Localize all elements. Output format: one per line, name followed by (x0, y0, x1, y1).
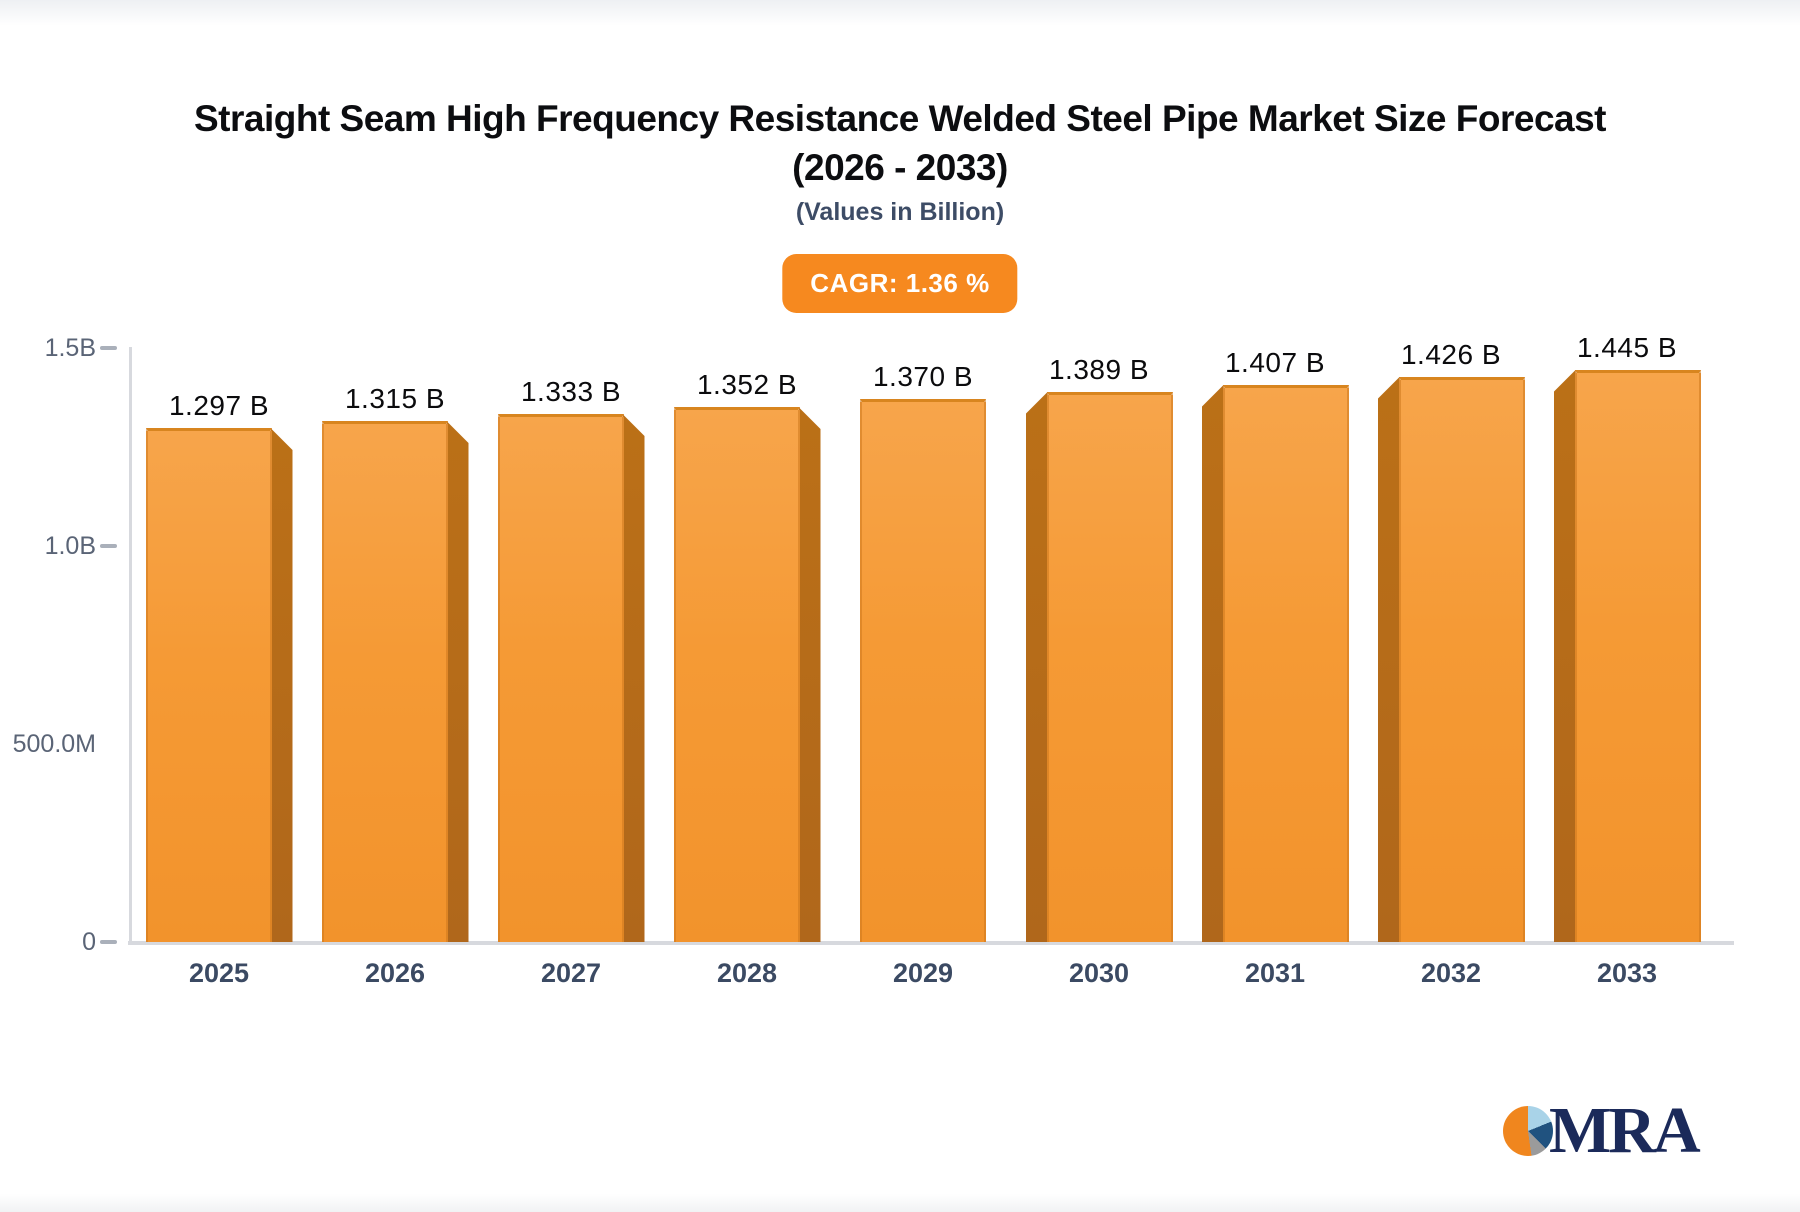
bar[interactable] (1377, 377, 1525, 942)
bar-value-label[interactable]: 1.333 B (520, 376, 622, 407)
x-tick-label[interactable]: 2026 (364, 958, 426, 988)
bar[interactable] (145, 428, 293, 942)
bar-value-label[interactable]: 1.370 B (872, 361, 974, 392)
bar[interactable] (1553, 370, 1701, 942)
y-axis[interactable] (128, 347, 132, 945)
x-tick-label[interactable]: 2030 (1068, 958, 1130, 988)
bar-face[interactable] (1222, 385, 1349, 942)
bar-value-label[interactable]: 1.352 B (696, 369, 798, 400)
x-tick-label[interactable]: 2027 (540, 958, 602, 988)
bar-face[interactable] (321, 421, 448, 942)
x-tick-label[interactable]: 2032 (1420, 958, 1482, 988)
chart-title: Straight Seam High Frequency Resistance … (0, 94, 1800, 192)
bar-face[interactable] (497, 414, 624, 942)
y-tick-dash-icon[interactable] (100, 346, 117, 350)
x-tick-label[interactable]: 2029 (892, 958, 954, 988)
chart-title-line1: Straight Seam High Frequency Resistance … (193, 98, 1607, 139)
y-tick-label[interactable]: 500.0M (12, 730, 96, 758)
x-axis[interactable] (128, 941, 1734, 945)
y-tick-dash-icon[interactable] (100, 940, 117, 944)
bar-face[interactable] (860, 399, 986, 942)
bar[interactable] (850, 399, 997, 942)
bar[interactable] (1201, 385, 1349, 942)
cagr-badge: CAGR: 1.36 % (782, 254, 1018, 313)
bar-side[interactable] (1201, 385, 1224, 942)
bar-face[interactable] (145, 428, 272, 942)
chart-title-line2: (2026 - 2033) (792, 147, 1008, 188)
brand-text: MRA (1549, 1094, 1701, 1167)
bar-side[interactable] (1025, 392, 1048, 942)
x-tick-label[interactable]: 2025 (188, 958, 250, 988)
bar[interactable] (497, 414, 645, 942)
y-tick-label[interactable]: 0 (82, 928, 96, 956)
bar[interactable] (673, 407, 821, 942)
brand-logo: MRA (1503, 1096, 1763, 1166)
x-tick-label[interactable]: 2028 (716, 958, 778, 988)
bar-side[interactable] (1377, 377, 1400, 942)
bar-side[interactable] (622, 414, 645, 942)
bar[interactable] (321, 421, 469, 942)
bar-value-label[interactable]: 1.426 B (1400, 339, 1502, 370)
bar-value-label[interactable]: 1.315 B (344, 383, 446, 414)
y-tick-label[interactable]: 1.5B (44, 334, 96, 362)
bar-value-label[interactable]: 1.297 B (168, 390, 270, 421)
chart-subtitle: (Values in Billion) (795, 198, 1005, 226)
bar-value-label[interactable]: 1.407 B (1224, 347, 1326, 378)
x-tick-label[interactable]: 2033 (1596, 958, 1658, 988)
y-tick-label[interactable]: 1.0B (44, 532, 96, 560)
y-tick-dash-icon[interactable] (100, 544, 117, 548)
bar-face[interactable] (673, 407, 800, 942)
bar-face[interactable] (1574, 370, 1701, 942)
x-tick-label[interactable]: 2031 (1244, 958, 1306, 988)
bar-face[interactable] (1046, 392, 1173, 942)
bar[interactable] (1025, 392, 1173, 942)
bar-side[interactable] (798, 407, 821, 942)
bar-side[interactable] (446, 421, 469, 942)
pie-chart-icon (1503, 1106, 1553, 1156)
bar-value-label[interactable]: 1.445 B (1576, 332, 1678, 363)
bar-side[interactable] (1553, 370, 1576, 942)
bar-side[interactable] (270, 428, 293, 942)
bar-value-label[interactable]: 1.389 B (1048, 354, 1150, 385)
bar-face[interactable] (1398, 377, 1525, 942)
